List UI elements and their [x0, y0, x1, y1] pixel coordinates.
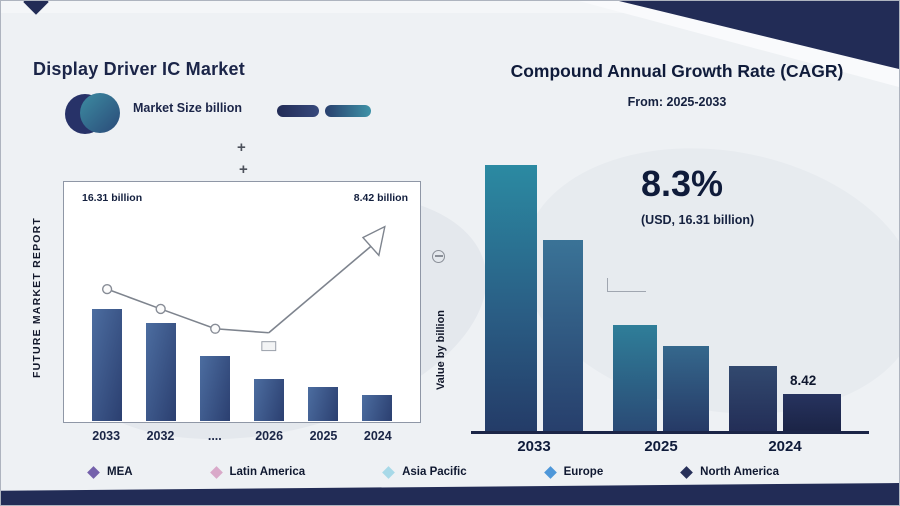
- right-axis-labels: 2033 2025 2024: [471, 438, 871, 460]
- right-bar-2024-primary: [729, 366, 777, 431]
- right-bar-2033-primary: [485, 165, 537, 431]
- cagr-value: 8.3%: [641, 163, 724, 204]
- legend-label: Asia Pacific: [402, 466, 467, 478]
- cagr-subtitle: From: 2025-2033: [627, 95, 727, 109]
- left-bars: [64, 182, 420, 421]
- left-bar-2033: [92, 309, 122, 421]
- legend-item-asia-pacific: Asia Pacific: [382, 465, 467, 479]
- legend-label: MEA: [107, 466, 133, 478]
- right-bar-2025-secondary: [663, 346, 709, 431]
- left-axis-label: ....: [207, 429, 222, 443]
- right-bar-2024-secondary: [783, 394, 841, 431]
- bracket-decoration: [607, 278, 646, 292]
- legend-diamond-icon: [382, 465, 395, 479]
- right-axis-label: 2025: [644, 438, 678, 455]
- legend-diamond-icon: [543, 465, 557, 479]
- left-bar-....: [200, 356, 230, 421]
- left-axis-label: 2024: [363, 429, 392, 443]
- market-size-legend-label: Market Size billion: [133, 101, 243, 115]
- sphere-front-icon: [80, 93, 120, 133]
- legend-diamond-icon: [209, 465, 223, 479]
- market-size-sphere-icon: [65, 93, 123, 135]
- annotation-2033-value: 16.31 billion: [82, 192, 143, 204]
- value-by-billion-label: Value by billion: [435, 309, 447, 391]
- left-bar-2025: [308, 387, 338, 421]
- plus-decoration: +: [239, 161, 248, 178]
- legend-diamond-icon: [87, 465, 100, 479]
- right-axis-label: 2033: [517, 438, 551, 455]
- left-bar-2024: [362, 395, 392, 421]
- legend-item-north-america: North America: [680, 465, 779, 479]
- circle-dash-icon: [432, 250, 445, 263]
- legend-label: North America: [700, 466, 779, 478]
- legend-label: Europe: [563, 466, 604, 478]
- right-bar-group-2024: [729, 366, 841, 431]
- left-bar-2032: [146, 323, 176, 421]
- pill-decoration: [277, 105, 319, 117]
- left-axis-label: 2033: [92, 429, 121, 443]
- legend-item-mea: MEA: [87, 465, 133, 479]
- left-axis-label: 2025: [309, 429, 338, 443]
- cagr-chart: [471, 159, 871, 433]
- market-size-chart: 16.31 billion 8.42 billion: [63, 181, 421, 423]
- legend-item-europe: Europe: [543, 465, 604, 479]
- plus-decoration: +: [237, 139, 246, 156]
- right-bars: [471, 159, 871, 433]
- legend-diamond-icon: [680, 465, 694, 479]
- page-title: Display Driver IC Market: [33, 59, 245, 79]
- future-market-report-label: FUTURE MARKET REPORT: [31, 216, 43, 379]
- right-bar-2033-secondary: [543, 240, 583, 431]
- x-axis-line: [471, 431, 869, 434]
- trend-line-arrow: [101, 225, 386, 352]
- annotation-2024-value: 8.42 billion: [353, 192, 408, 204]
- left-axis-label: 2026: [255, 429, 284, 443]
- corner-navy-decoration: [619, 1, 899, 69]
- legend-label: Latin America: [229, 466, 306, 478]
- right-bar-group-2025: [613, 325, 709, 431]
- right-bar-2025-primary: [613, 325, 657, 431]
- right-axis-label: 2024: [768, 438, 802, 455]
- left-axis-labels: 2033 2032.... 2026 2025 2024: [63, 429, 421, 443]
- dash-icon: [434, 255, 443, 257]
- cagr-note: (USD, 16.31 billion): [641, 213, 755, 227]
- footer-legend: MEA Latin America Asia Pacific Europe North …: [87, 465, 779, 479]
- right-bar-group-2033: [485, 165, 583, 431]
- left-axis-label: 2032: [146, 429, 175, 443]
- annotation-8-42: 8.42: [790, 373, 817, 388]
- legend-item-latin-america: Latin America: [209, 465, 306, 479]
- pill-decoration: [325, 105, 371, 117]
- cagr-title: Compound Annual Growth Rate (CAGR): [510, 61, 844, 81]
- left-bar-2026: [254, 379, 284, 421]
- bottom-strip-decoration: [1, 483, 899, 505]
